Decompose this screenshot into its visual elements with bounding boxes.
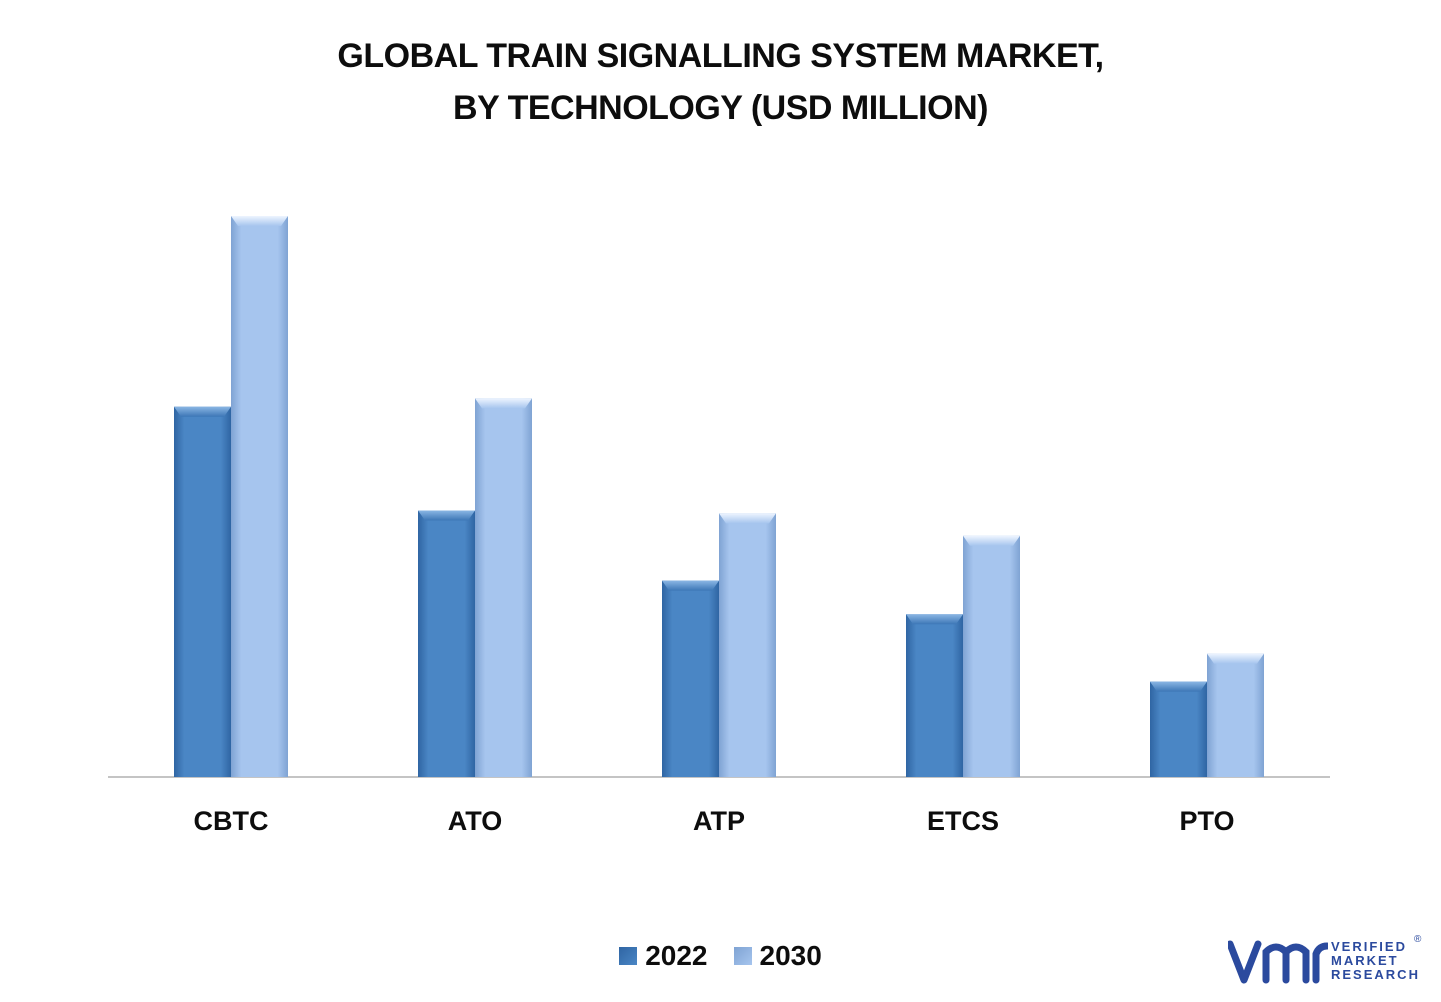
- legend-label-2022: 2022: [645, 940, 708, 971]
- bar-cap: [906, 614, 963, 625]
- bar-body: [418, 510, 475, 777]
- bar-cbtc-2030: [231, 216, 288, 777]
- bar-atp-2030: [719, 513, 776, 777]
- bar-body: [231, 216, 288, 777]
- chart-title: GLOBAL TRAIN SIGNALLING SYSTEM MARKET, B…: [0, 30, 1441, 134]
- bar-body: [174, 406, 231, 777]
- bar-body: [1207, 653, 1264, 777]
- bar-body: [1150, 681, 1207, 777]
- chart-title-line-2: BY TECHNOLOGY (USD MILLION): [453, 89, 988, 127]
- bar-cap: [231, 216, 288, 226]
- registered-mark: ®: [1414, 934, 1422, 945]
- bar-ato-2022: [418, 510, 475, 777]
- chart-title-line-1: GLOBAL TRAIN SIGNALLING SYSTEM MARKET,: [337, 37, 1104, 75]
- bar-body: [906, 614, 963, 777]
- bar-cap: [475, 398, 532, 409]
- vmr-logo-mark: [1228, 940, 1328, 984]
- legend-item-2030: 2030: [733, 940, 822, 972]
- bar-cap: [662, 580, 719, 591]
- bars-group: [174, 216, 1264, 777]
- bar-body: [963, 535, 1020, 777]
- logo-text-line-2: MARKET: [1331, 953, 1399, 968]
- x-tick-label-ato: ATO: [448, 806, 503, 836]
- legend-swatch-2030: [733, 947, 752, 965]
- legend-item-2022: 2022: [619, 940, 708, 972]
- bar-cap: [1150, 681, 1207, 692]
- bar-cap: [418, 510, 475, 521]
- logo-text-line-3: RESEARCH: [1331, 967, 1420, 982]
- bar-pto-2022: [1150, 681, 1207, 777]
- x-tick-label-atp: ATP: [693, 806, 745, 836]
- x-tick-label-etcs: ETCS: [927, 806, 999, 836]
- x-tick-labels: CBTC ATO ATP ETCS PTO: [194, 806, 1235, 836]
- x-tick-label-pto: PTO: [1179, 806, 1234, 836]
- bar-cap: [719, 513, 776, 524]
- legend: 2022 2030: [0, 940, 1441, 972]
- bar-body: [662, 580, 719, 777]
- bar-cbtc-2022: [174, 406, 231, 777]
- x-tick-label-cbtc: CBTC: [194, 806, 269, 836]
- bar-body: [719, 513, 776, 777]
- bar-etcs-2022: [906, 614, 963, 777]
- bar-cap: [1207, 653, 1264, 664]
- legend-swatch-2022: [619, 947, 638, 965]
- bar-pto-2030: [1207, 653, 1264, 777]
- bar-ato-2030: [475, 398, 532, 777]
- bar-atp-2022: [662, 580, 719, 777]
- bar-etcs-2030: [963, 535, 1020, 777]
- logo-text-line-1: VERIFIED: [1331, 939, 1407, 954]
- legend-label-2030: 2030: [759, 940, 822, 971]
- vmr-logo: VERIFIED MARKET RESEARCH ®: [1228, 932, 1428, 988]
- bar-body: [475, 398, 532, 777]
- bar-cap: [963, 535, 1020, 546]
- bar-cap: [174, 406, 231, 417]
